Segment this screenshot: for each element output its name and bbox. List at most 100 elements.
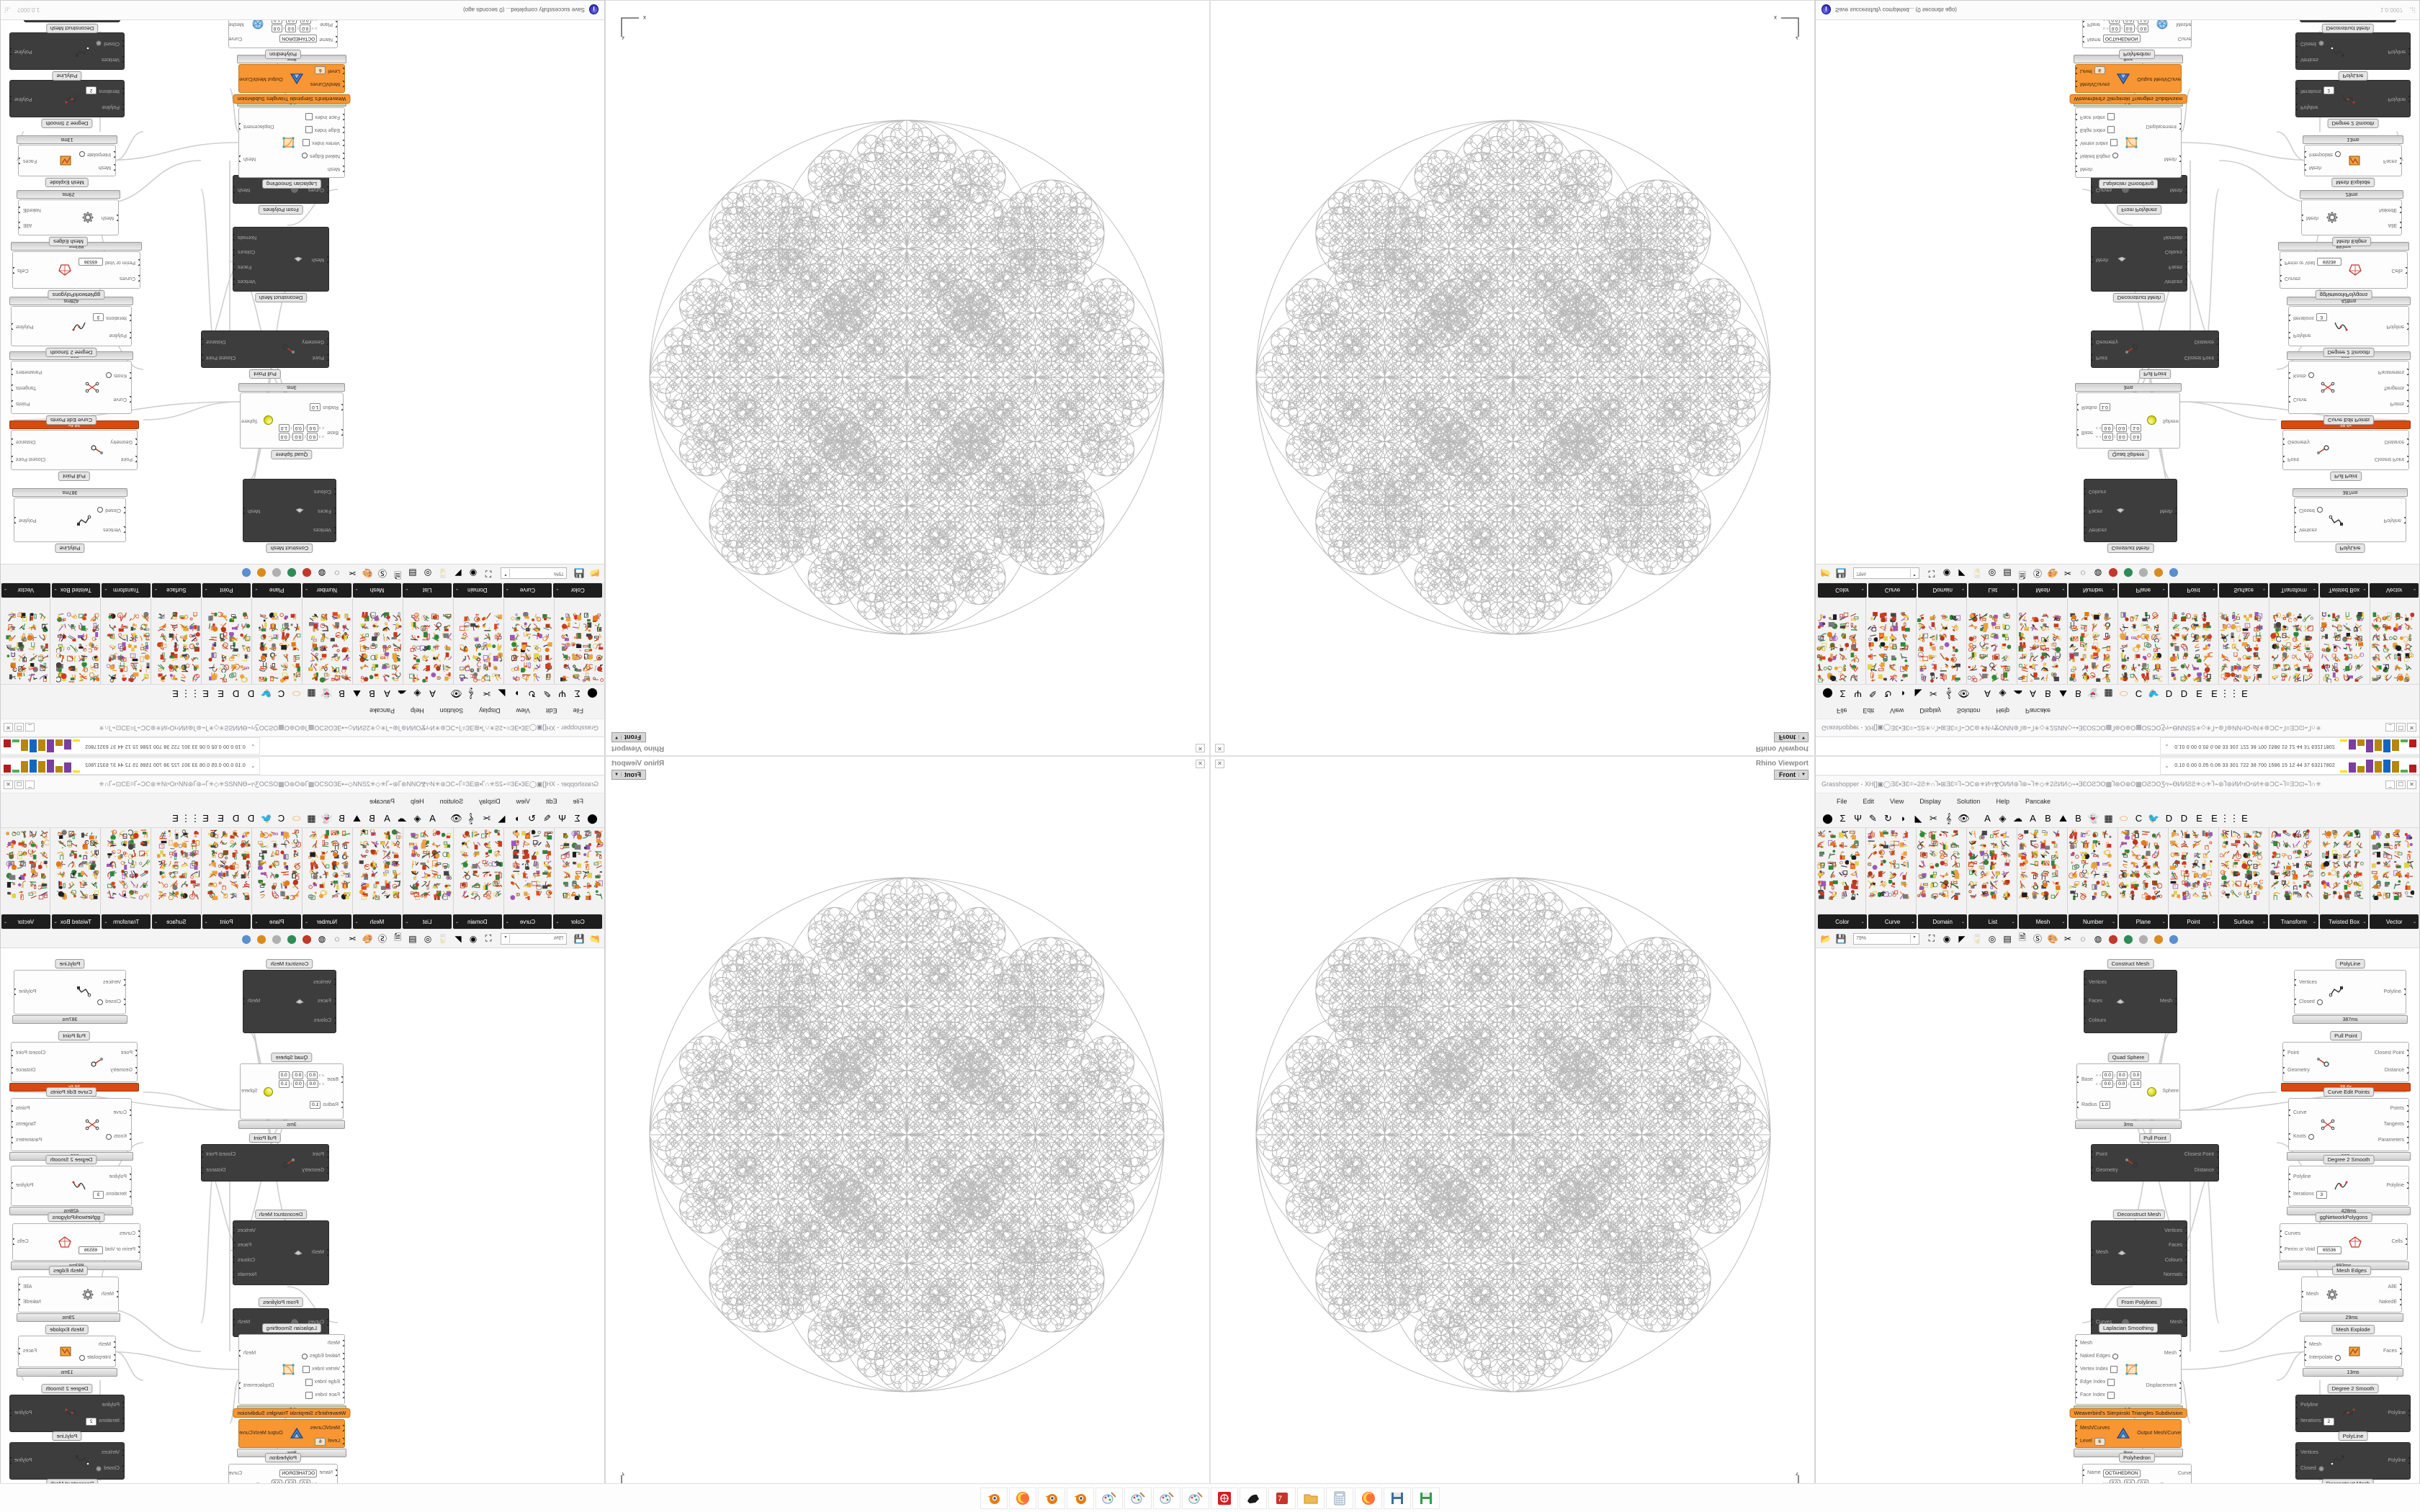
node-body[interactable]: Curves Perim or Void 65536 Cells: [12, 1223, 140, 1261]
output-port-icon[interactable]: [201, 1148, 204, 1161]
menu-item-help[interactable]: Help: [1988, 706, 2017, 716]
node-body[interactable]: Vertices Closed Polyline: [2295, 1442, 2411, 1480]
toggle-knob[interactable]: [96, 1466, 102, 1472]
node-caption[interactable]: Degree 2 Smooth: [2323, 1155, 2375, 1164]
toggle-knob[interactable]: [2335, 1355, 2341, 1361]
spiral-icon[interactable]: 𝄞: [464, 687, 479, 702]
grasshopper-canvas[interactable]: Construct Mesh Vertices Faces Colours Mesh Po…: [0, 948, 604, 1492]
tab-color[interactable]: Color ⌄: [1818, 914, 1867, 929]
canvas-node[interactable]: Laplacian Smoothing Mesh Naked Edges Vertex…: [237, 1323, 346, 1414]
chevron-down-icon[interactable]: ▾: [502, 569, 510, 578]
preview-icon[interactable]: ◉: [467, 567, 480, 580]
iterations-value[interactable]: 1024: [302, 107, 318, 108]
green-shade-icon[interactable]: ⬤: [285, 567, 298, 580]
tab-list[interactable]: List ⌄: [403, 914, 452, 929]
dice-icon[interactable]: 7: [1268, 1487, 1296, 1509]
close-button[interactable]: ✕: [4, 780, 13, 789]
node-body[interactable]: Mesh/Curves Level 6 Output Mesh/Curves: [238, 1419, 345, 1448]
menu-item-display[interactable]: Display: [1912, 796, 1949, 806]
chevron-down-icon[interactable]: ⌄: [2262, 919, 2266, 924]
output-port-icon[interactable]: [2399, 154, 2402, 167]
input-port-icon[interactable]: [2084, 995, 2087, 1008]
tab-twisted-box[interactable]: Twisted Box ⌄: [2319, 914, 2369, 929]
arrow-icon[interactable]: ◣: [494, 687, 509, 702]
output-port-icon[interactable]: [14, 513, 17, 526]
output-port-icon[interactable]: [2408, 92, 2411, 105]
ribbon-ghost-icon[interactable]: 👻: [2086, 811, 2101, 826]
maximize-button[interactable]: ☐: [14, 780, 24, 789]
node-body[interactable]: Mesh/Curves Level 6 Output Mesh/Curves: [238, 64, 345, 93]
node-caption[interactable]: Deconstruct Mesh: [2112, 293, 2166, 302]
canvas-node[interactable]: Mesh Edges Mesh AllE NakedE 29ms: [2300, 190, 2403, 246]
plane-value[interactable]: 0.0: [2116, 423, 2128, 432]
output-port-icon[interactable]: [2184, 1269, 2187, 1282]
ribbon-B[interactable]: B: [2040, 811, 2056, 826]
grasshopper-window[interactable]: ⌄ 0.10 0.00 0.05 0.06 33 301 722 38 700 1…: [0, 0, 605, 756]
ribbon-group-mesh[interactable]: [2017, 828, 2068, 914]
input-port-icon[interactable]: [2280, 1228, 2282, 1241]
canvas-node[interactable]: ggNetworkPolygons Curves Perim or Void 6553…: [2278, 242, 2409, 300]
node-caption[interactable]: Quad Sphere: [271, 1053, 313, 1062]
ribbon-D[interactable]: D: [228, 811, 243, 826]
toggle-knob[interactable]: [2308, 372, 2314, 379]
chevron-down-icon[interactable]: ⌄: [506, 919, 509, 924]
toggle-knob[interactable]: [2335, 151, 2341, 157]
ribbon-B[interactable]: B: [334, 687, 349, 702]
chevron-down-icon[interactable]: ⌄: [405, 588, 408, 593]
iterations-value[interactable]: 2: [86, 1417, 97, 1426]
polyhedron-name-value[interactable]: OCTAHEDRON: [279, 1469, 318, 1477]
paint-icon[interactable]: [1153, 1487, 1180, 1509]
minimize-button[interactable]: _: [25, 723, 35, 732]
ribbon-E[interactable]: E: [213, 811, 228, 826]
plane-value[interactable]: 0.0: [307, 1071, 318, 1080]
chevron-down-icon[interactable]: ⌄: [2362, 919, 2366, 924]
chevron-down-icon[interactable]: ⌄: [2212, 919, 2215, 924]
input-port-icon[interactable]: [2077, 1074, 2079, 1086]
input-port-icon[interactable]: [2075, 107, 2078, 110]
checkbox[interactable]: [305, 126, 313, 133]
node-body[interactable]: Mesh/Curves Level 6 Output Mesh/Curves: [2075, 1419, 2182, 1448]
menu-item-solution[interactable]: Solution: [432, 796, 472, 806]
maximize-button[interactable]: ☐: [14, 723, 24, 732]
viewport-close-button[interactable]: ✕: [1196, 744, 1205, 752]
input-port-icon[interactable]: [123, 996, 126, 1009]
minimize-button[interactable]: _: [25, 780, 35, 789]
node-body[interactable]: Vertices Closed Polyline: [2294, 498, 2406, 542]
perim-value[interactable]: 65536: [2317, 258, 2342, 266]
node-body[interactable]: Point Geometry Closest Point Distance: [11, 430, 138, 470]
canvas-node[interactable]: Degree 2 Smooth Polyline Iterations 3 Polyli…: [9, 297, 133, 357]
green-shade-icon[interactable]: ⬤: [285, 932, 298, 945]
ribbon-mountain-icon[interactable]: ⛰: [2056, 687, 2071, 702]
blender-icon[interactable]: [980, 1487, 1008, 1509]
plane-value[interactable]: 0.0: [300, 20, 311, 24]
node-caption[interactable]: From Polylines: [259, 1297, 303, 1307]
cha-icon[interactable]: ▤: [2001, 567, 2014, 580]
sketch-icon[interactable]: ◎: [1986, 567, 1999, 580]
menu-item-file[interactable]: File: [1829, 706, 1855, 716]
node-caption[interactable]: Curve Edit Points: [2323, 415, 2374, 425]
palette-icon[interactable]: 🎨: [2046, 932, 2059, 945]
node-body[interactable]: Point Geometry Closest Point Distance: [201, 330, 329, 368]
input-port-icon[interactable]: [2076, 1376, 2078, 1389]
input-port-icon[interactable]: [2075, 136, 2078, 149]
input-port-icon[interactable]: [2092, 1246, 2094, 1259]
open-file-icon[interactable]: 📂: [588, 567, 601, 580]
node-body[interactable]: NameOCTAHEDRONPlaneox0.0y0.0z0.0zx0.0y0.…: [228, 20, 338, 48]
node-body[interactable]: Curves Mesh: [233, 1308, 329, 1337]
output-port-icon[interactable]: [2184, 1254, 2187, 1266]
output-port-icon[interactable]: [2174, 504, 2177, 517]
close-button[interactable]: ✕: [2407, 723, 2416, 732]
menu-item-edit[interactable]: Edit: [1855, 796, 1883, 806]
node-body[interactable]: Curve Knots Points Tangents Parameters: [11, 1098, 132, 1151]
output-port-icon[interactable]: [2179, 1380, 2181, 1392]
minimize-button[interactable]: _: [2385, 723, 2395, 732]
input-port-icon[interactable]: [2076, 426, 2079, 438]
ribbon-group-transform[interactable]: [100, 828, 151, 914]
drop-icon[interactable]: ◗: [1896, 687, 1911, 702]
node-caption[interactable]: Pull Point: [2139, 1133, 2171, 1143]
input-port-icon[interactable]: [342, 149, 345, 162]
scissors-icon[interactable]: ✂: [346, 567, 359, 580]
output-port-icon[interactable]: [2406, 381, 2409, 394]
iterations-value[interactable]: 2: [86, 86, 97, 95]
chevron-down-icon[interactable]: ⌄: [4, 588, 7, 593]
